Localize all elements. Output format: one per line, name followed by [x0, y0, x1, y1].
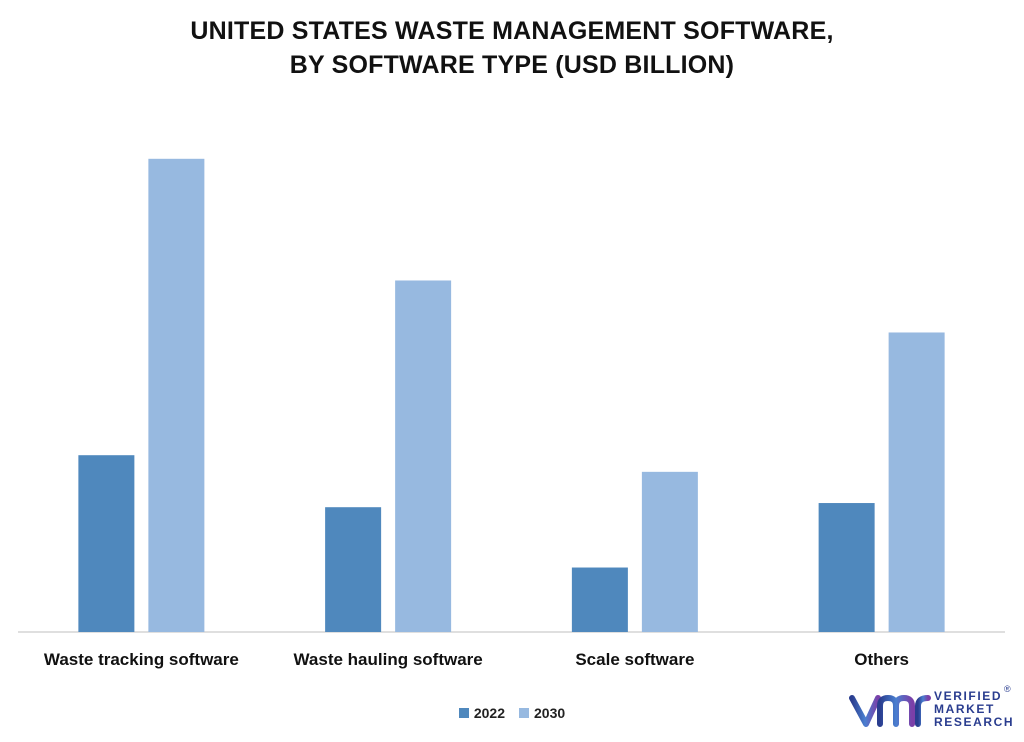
bar-2022-1	[325, 507, 382, 632]
logo-text-line-1: VERIFIED	[934, 689, 1003, 703]
legend-item-2030: 2030	[519, 705, 565, 721]
registered-mark: ®	[1004, 684, 1011, 694]
legend-label-2030: 2030	[534, 705, 566, 721]
x-tick-label-2: Scale software	[575, 650, 694, 669]
chart-title-line-1: UNITED STATES WASTE MANAGEMENT SOFTWARE,	[190, 17, 834, 45]
logo-text-line-3: RESEARCH	[934, 715, 1015, 729]
x-tick-label-1: Waste hauling software	[294, 650, 483, 669]
bar-2022-3	[818, 503, 875, 632]
logo-text: VERIFIED MARKET RESEARCH	[934, 690, 1014, 729]
bar-2030-3	[888, 332, 945, 632]
legend-swatch-2022	[458, 708, 469, 718]
logo-text-line-2: MARKET	[934, 702, 995, 716]
x-tick-label-3: Others	[854, 650, 909, 669]
vmr-logo-icon	[849, 694, 931, 727]
bar-2030-0	[148, 158, 205, 633]
legend-swatch-2030	[519, 708, 529, 718]
bar-2030-1	[395, 280, 452, 632]
company-logo: VERIFIED MARKET RESEARCH ®	[848, 684, 1018, 736]
legend-label-2022: 2022	[473, 705, 505, 721]
chart-title-line-2: BY SOFTWARE TYPE (USD BILLION)	[289, 51, 735, 79]
bar-2030-2	[641, 471, 698, 632]
bar-2022-2	[571, 567, 628, 632]
legend: 2022 2030	[0, 705, 1024, 721]
legend-item-2022: 2022	[458, 705, 505, 721]
bar-2022-0	[78, 455, 135, 632]
chart-title: UNITED STATES WASTE MANAGEMENT SOFTWARE,…	[0, 14, 1024, 82]
bar-chart: Waste tracking software Waste hauling sof…	[18, 158, 1005, 669]
x-tick-label-0: Waste tracking software	[44, 650, 239, 669]
